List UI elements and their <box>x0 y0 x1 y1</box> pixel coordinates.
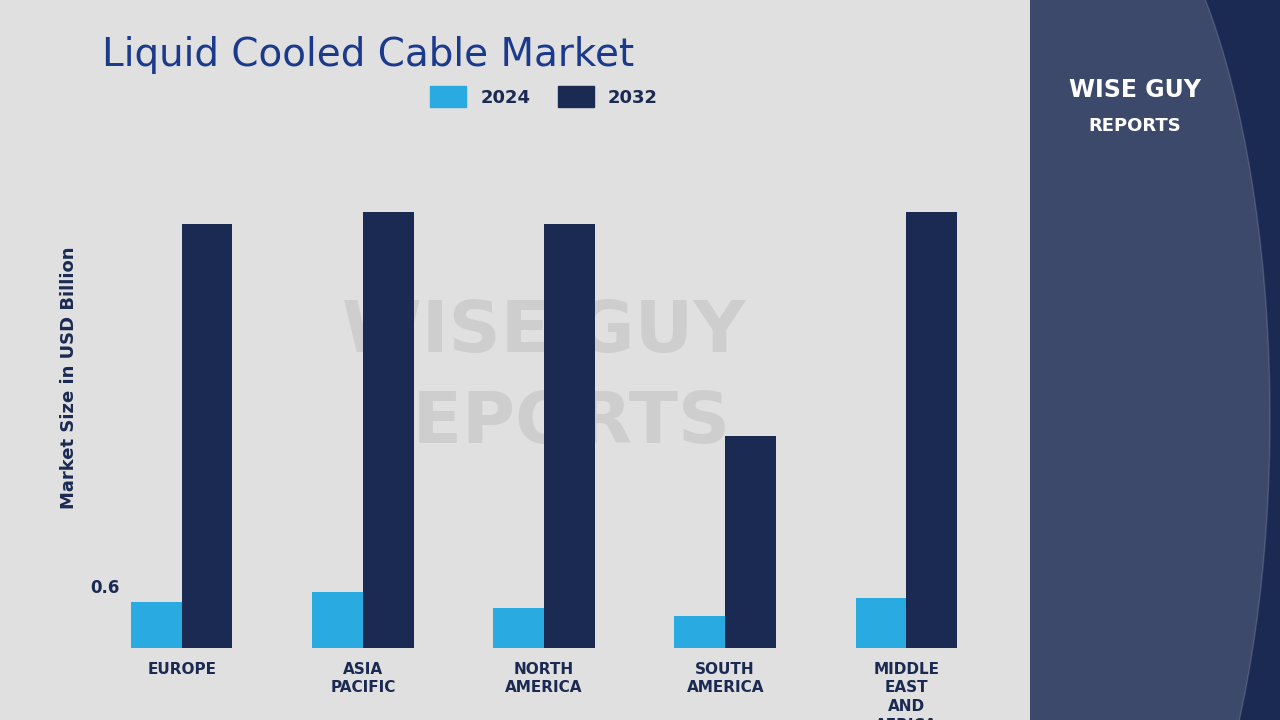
Bar <box>675 616 726 648</box>
Text: 0.6: 0.6 <box>91 579 120 597</box>
Bar <box>855 598 906 648</box>
Y-axis label: Market Size in USD Billion: Market Size in USD Billion <box>60 247 78 509</box>
Bar <box>182 224 233 648</box>
Bar <box>544 224 595 648</box>
Legend: 2024, 2032: 2024, 2032 <box>422 79 666 114</box>
Text: REPORTS: REPORTS <box>1089 117 1181 135</box>
Text: WISE GUY: WISE GUY <box>1069 78 1201 102</box>
Bar <box>131 602 182 648</box>
Bar <box>493 608 544 648</box>
Bar <box>726 436 776 648</box>
Bar <box>362 212 413 648</box>
Circle shape <box>881 0 1270 720</box>
Bar <box>312 593 362 648</box>
Text: Liquid Cooled Cable Market: Liquid Cooled Cable Market <box>102 36 635 74</box>
Bar <box>906 212 957 648</box>
Text: WISE GUY
REPORTS: WISE GUY REPORTS <box>342 298 746 458</box>
